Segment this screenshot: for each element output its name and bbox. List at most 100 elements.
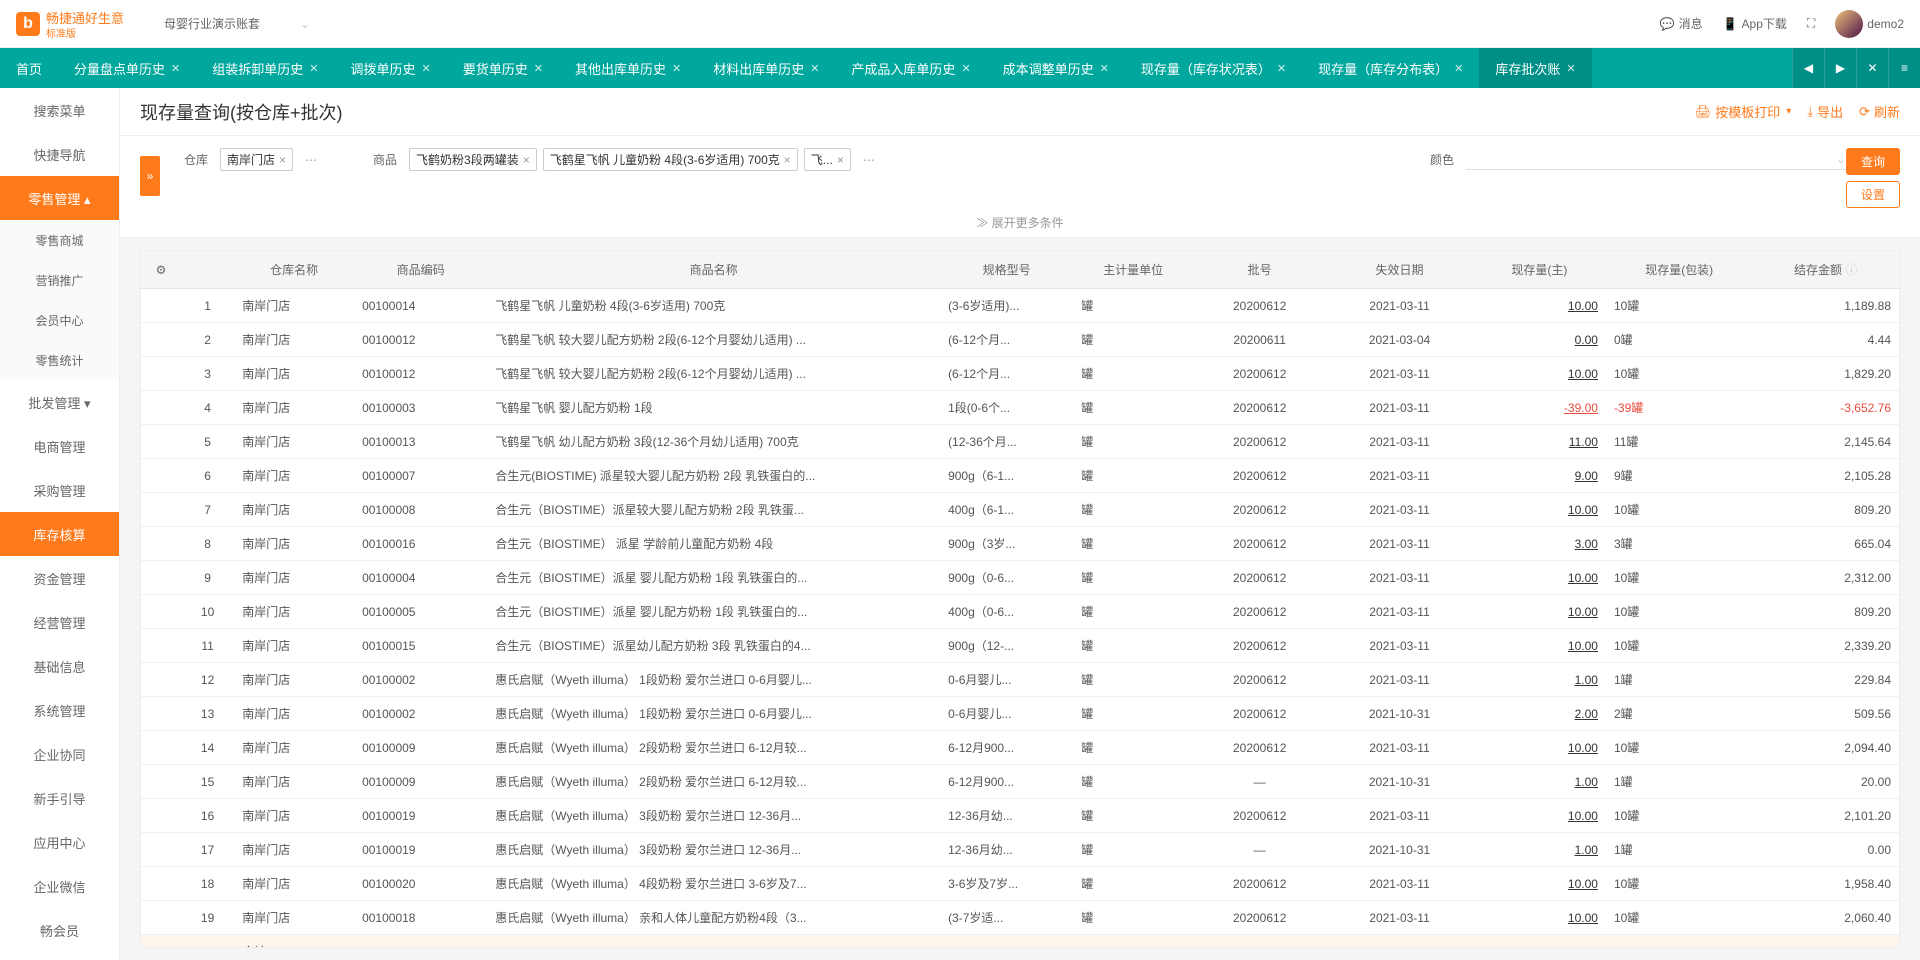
close-icon[interactable]: ✕ — [171, 62, 180, 75]
close-icon[interactable]: × — [279, 153, 286, 167]
tab-成本调整单历史[interactable]: 成本调整单历史✕ — [987, 48, 1125, 88]
column-header[interactable] — [181, 251, 234, 289]
tab-材料出库单历史[interactable]: 材料出库单历史✕ — [697, 48, 835, 88]
refresh-button[interactable]: ⟳ 刷新 — [1859, 102, 1900, 121]
tab-menu[interactable]: ≡ — [1888, 48, 1920, 88]
qty-link[interactable]: 10.00 — [1568, 571, 1598, 585]
close-icon[interactable]: ✕ — [810, 62, 819, 75]
tab-要货单历史[interactable]: 要货单历史✕ — [447, 48, 559, 88]
export-button[interactable]: ⤓ 导出 — [1807, 102, 1843, 121]
table-row[interactable]: 2南岸门店00100012飞鹤星飞帆 较大婴儿配方奶粉 2段(6-12个月婴幼儿… — [141, 323, 1899, 357]
product-tag[interactable]: 飞鹤星飞帆 儿童奶粉 4段(3-6岁适用) 700克× — [543, 148, 798, 171]
sidebar-item-库存核算[interactable]: 库存核算 — [0, 512, 119, 556]
qty-link[interactable]: 10.00 — [1568, 367, 1598, 381]
qty-link[interactable]: 1.00 — [1575, 673, 1598, 687]
sidebar-sub-营销推广[interactable]: 营销推广 — [0, 260, 119, 300]
qty-link[interactable]: 10.00 — [1568, 639, 1598, 653]
qty-link[interactable]: 10.00 — [1568, 741, 1598, 755]
table-row[interactable]: 8南岸门店00100016合生元（BIOSTIME） 派星 学龄前儿童配方奶粉 … — [141, 527, 1899, 561]
product-more[interactable]: ⋯ — [863, 153, 875, 167]
table-row[interactable]: 10南岸门店00100005合生元（BIOSTIME）派星 婴儿配方奶粉 1段 … — [141, 595, 1899, 629]
expand-filters[interactable]: ≫ 展开更多条件 — [120, 208, 1920, 238]
tab-产成品入库单历史[interactable]: 产成品入库单历史✕ — [835, 48, 986, 88]
column-header[interactable]: 仓库名称 — [234, 251, 354, 289]
sidebar-item-应用中心[interactable]: 应用中心 — [0, 820, 119, 864]
tab-现存量（库存状况表）[interactable]: 现存量（库存状况表）✕ — [1125, 48, 1302, 88]
sidebar-item-资金管理[interactable]: 资金管理 — [0, 556, 119, 600]
column-header[interactable]: 现存量(包装) — [1606, 251, 1753, 289]
column-header[interactable]: 商品编码 — [354, 251, 487, 289]
close-icon[interactable]: ✕ — [1454, 62, 1463, 75]
qty-link[interactable]: 10.00 — [1568, 299, 1598, 313]
sidebar-item-搜索菜单[interactable]: 搜索菜单 — [0, 88, 119, 132]
qty-link[interactable]: 9.00 — [1575, 469, 1598, 483]
table-row[interactable]: 17南岸门店00100019惠氏启赋（Wyeth illuma） 3段奶粉 爱尔… — [141, 833, 1899, 867]
qty-link[interactable]: 2.00 — [1575, 707, 1598, 721]
sidebar-item-基础信息[interactable]: 基础信息 — [0, 644, 119, 688]
sidebar-item-经营管理[interactable]: 经营管理 — [0, 600, 119, 644]
table-row[interactable]: 16南岸门店00100019惠氏启赋（Wyeth illuma） 3段奶粉 爱尔… — [141, 799, 1899, 833]
column-header[interactable]: ⚙ — [141, 251, 181, 289]
settings-button[interactable]: 设置 — [1846, 181, 1900, 208]
product-tag[interactable]: 飞鹤奶粉3段两罐装× — [409, 148, 537, 171]
sidebar-item-系统管理[interactable]: 系统管理 — [0, 688, 119, 732]
fullscreen-button[interactable]: ⛶ — [1807, 16, 1815, 31]
close-icon[interactable]: ✕ — [961, 62, 970, 75]
table-row[interactable]: 6南岸门店00100007合生元(BIOSTIME) 派星较大婴儿配方奶粉 2段… — [141, 459, 1899, 493]
sidebar-item-电商管理[interactable]: 电商管理 — [0, 424, 119, 468]
color-select[interactable]: ⌄ — [1466, 148, 1846, 170]
app-download-link[interactable]: 📱App下载 — [1723, 15, 1787, 32]
table-row[interactable]: 1南岸门店00100014飞鹤星飞帆 儿童奶粉 4段(3-6岁适用) 700克(… — [141, 289, 1899, 323]
gear-icon[interactable]: ⚙ — [156, 263, 167, 277]
qty-link[interactable]: 10.00 — [1568, 809, 1598, 823]
user-menu[interactable]: demo2 — [1835, 10, 1904, 38]
table-row[interactable]: 14南岸门店00100009惠氏启赋（Wyeth illuma） 2段奶粉 爱尔… — [141, 731, 1899, 765]
table-row[interactable]: 4南岸门店00100003飞鹤星飞帆 婴儿配方奶粉 1段1段(0-6个...罐2… — [141, 391, 1899, 425]
qty-link[interactable]: 11.00 — [1569, 435, 1598, 449]
info-icon[interactable]: ⓘ — [1845, 263, 1857, 277]
close-icon[interactable]: ✕ — [309, 62, 318, 75]
tab-首页[interactable]: 首页 — [0, 48, 58, 88]
warehouse-more[interactable]: ⋯ — [305, 153, 317, 167]
table-row[interactable]: 15南岸门店00100009惠氏启赋（Wyeth illuma） 2段奶粉 爱尔… — [141, 765, 1899, 799]
qty-link[interactable]: 10.00 — [1568, 503, 1598, 517]
close-icon[interactable]: ✕ — [672, 62, 681, 75]
sidebar-sub-零售商城[interactable]: 零售商城 — [0, 220, 119, 260]
qty-link[interactable]: 10.00 — [1568, 605, 1598, 619]
qty-link[interactable]: -39.00 — [1564, 401, 1598, 415]
table-row[interactable]: 3南岸门店00100012飞鹤星飞帆 较大婴儿配方奶粉 2段(6-12个月婴幼儿… — [141, 357, 1899, 391]
tab-组装拆卸单历史[interactable]: 组装拆卸单历史✕ — [196, 48, 334, 88]
close-icon[interactable]: ✕ — [422, 62, 431, 75]
qty-link[interactable]: 1.00 — [1575, 775, 1598, 789]
column-header[interactable]: 失效日期 — [1326, 251, 1473, 289]
tab-其他出库单历史[interactable]: 其他出库单历史✕ — [559, 48, 697, 88]
close-icon[interactable]: ✕ — [1277, 62, 1286, 75]
sidebar-item-零售管理[interactable]: 零售管理 ▴ — [0, 176, 119, 220]
qty-link[interactable]: 3.00 — [1575, 537, 1598, 551]
close-icon[interactable]: ✕ — [1566, 62, 1575, 75]
column-header[interactable]: 主计量单位 — [1073, 251, 1193, 289]
account-switcher[interactable]: 母婴行业演示账套 ⌄ — [164, 15, 310, 32]
product-tag[interactable]: 飞...× — [804, 148, 851, 171]
qty-link[interactable]: 0.00 — [1575, 333, 1598, 347]
tab-现存量（库存分布表）[interactable]: 现存量（库存分布表）✕ — [1302, 48, 1479, 88]
close-icon[interactable]: × — [523, 153, 530, 167]
column-header[interactable]: 规格型号 — [940, 251, 1073, 289]
sidebar-item-企业微信[interactable]: 企业微信 — [0, 864, 119, 908]
table-row[interactable]: 11南岸门店00100015合生元（BIOSTIME）派星幼儿配方奶粉 3段 乳… — [141, 629, 1899, 663]
sidebar-item-畅会员[interactable]: 畅会员 — [0, 908, 119, 952]
table-row[interactable]: 12南岸门店00100002惠氏启赋（Wyeth illuma） 1段奶粉 爱尔… — [141, 663, 1899, 697]
sidebar-item-新手引导[interactable]: 新手引导 — [0, 776, 119, 820]
table-row[interactable]: 7南岸门店00100008合生元（BIOSTIME）派星较大婴儿配方奶粉 2段 … — [141, 493, 1899, 527]
table-row[interactable]: 19南岸门店00100018惠氏启赋（Wyeth illuma） 亲和人体儿童配… — [141, 901, 1899, 935]
column-header[interactable]: 结存金额 ⓘ — [1752, 251, 1899, 289]
column-header[interactable]: 现存量(主) — [1473, 251, 1606, 289]
sidebar-item-快捷导航[interactable]: 快捷导航 — [0, 132, 119, 176]
qty-link[interactable]: 10.00 — [1568, 877, 1598, 891]
warehouse-tag[interactable]: 南岸门店× — [220, 148, 293, 171]
sidebar-item-采购管理[interactable]: 采购管理 — [0, 468, 119, 512]
table-row[interactable]: 13南岸门店00100002惠氏启赋（Wyeth illuma） 1段奶粉 爱尔… — [141, 697, 1899, 731]
table-row[interactable]: 9南岸门店00100004合生元（BIOSTIME）派星 婴儿配方奶粉 1段 乳… — [141, 561, 1899, 595]
sidebar-item-企业协同[interactable]: 企业协同 — [0, 732, 119, 776]
close-icon[interactable]: × — [837, 153, 844, 167]
